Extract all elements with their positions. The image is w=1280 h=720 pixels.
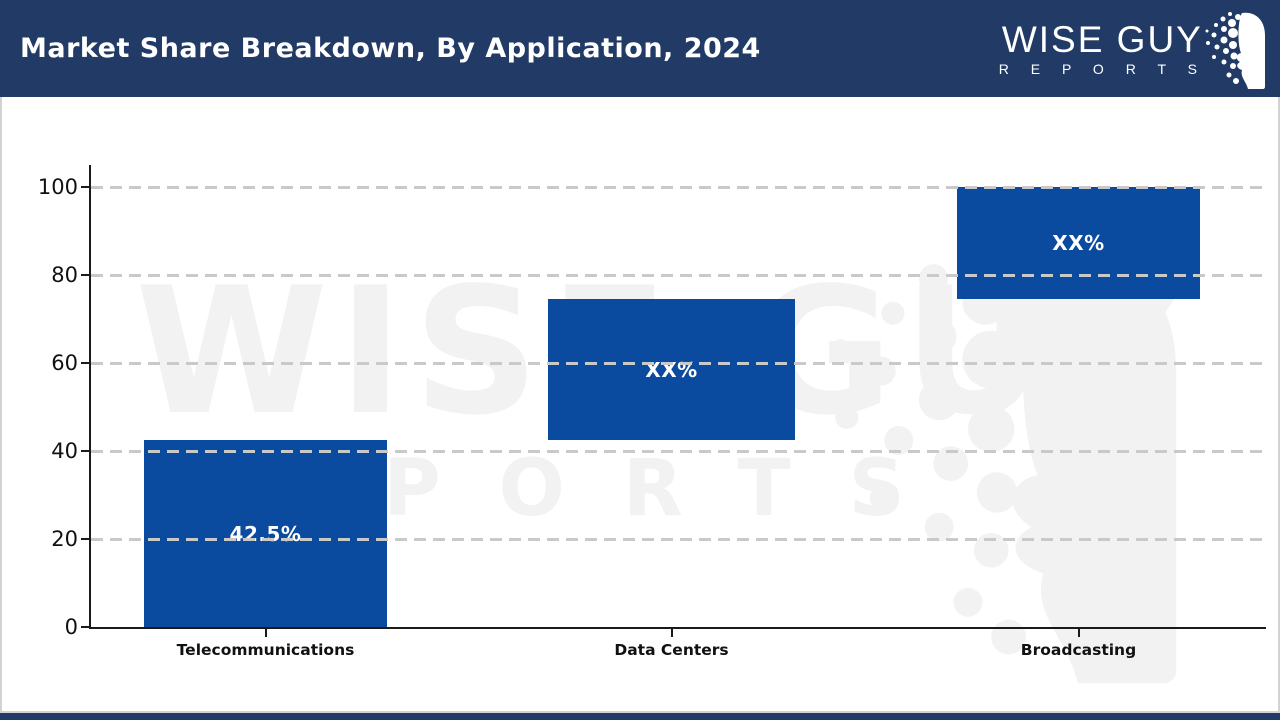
bar-value-label: XX%	[645, 357, 698, 382]
x-tick-2	[670, 629, 673, 637]
y-tick-label-100: 100	[37, 175, 78, 199]
bar-broadcasting: XX%	[957, 187, 1200, 300]
watermark-head-icon	[832, 238, 1177, 684]
category-label-1: Telecommunications	[176, 641, 355, 659]
logo-wordmark: WISE GUY	[1001, 18, 1203, 60]
x-tick-3	[1077, 629, 1080, 637]
category-label-2: Data Centers	[614, 641, 729, 659]
gridline-20	[91, 538, 1264, 541]
bar-data-centers: XX%	[548, 299, 795, 440]
chart-area: WISE GUY REPORTS 02040608010042.5%Teleco…	[0, 97, 1280, 713]
y-axis	[89, 165, 91, 629]
wise-guy-reports-logo: WISE GUY R E P O R T S	[999, 6, 1266, 92]
y-tick-60	[81, 362, 89, 364]
y-tick-label-0: 0	[64, 615, 78, 639]
bar-telecommunications: 42.5%	[144, 440, 387, 627]
gridline-100	[91, 186, 1264, 189]
chart-title: Market Share Breakdown, By Application, …	[20, 33, 761, 64]
y-tick-label-80: 80	[51, 263, 78, 287]
category-label-3: Broadcasting	[1020, 641, 1137, 659]
y-tick-label-20: 20	[51, 527, 78, 551]
y-tick-label-40: 40	[51, 439, 78, 463]
x-tick-1	[264, 629, 267, 637]
bar-value-label: XX%	[1052, 231, 1105, 256]
logo-text: WISE GUY R E P O R T S	[998, 18, 1206, 78]
footer-bar	[0, 713, 1280, 720]
y-tick-100	[81, 186, 89, 188]
logo-subtitle: R E P O R T S	[998, 61, 1206, 78]
y-tick-label-60: 60	[51, 351, 78, 375]
logo-head-icon	[1205, 12, 1265, 89]
bar-value-label: 42.5%	[229, 521, 302, 546]
gridline-60	[91, 362, 1264, 365]
header-bar: Market Share Breakdown, By Application, …	[0, 0, 1280, 97]
y-tick-20	[81, 538, 89, 540]
y-tick-40	[81, 450, 89, 452]
gridline-40	[91, 450, 1264, 453]
y-tick-80	[81, 274, 89, 276]
gridline-80	[91, 274, 1264, 277]
y-tick-0	[81, 626, 89, 628]
x-axis	[89, 627, 1266, 629]
